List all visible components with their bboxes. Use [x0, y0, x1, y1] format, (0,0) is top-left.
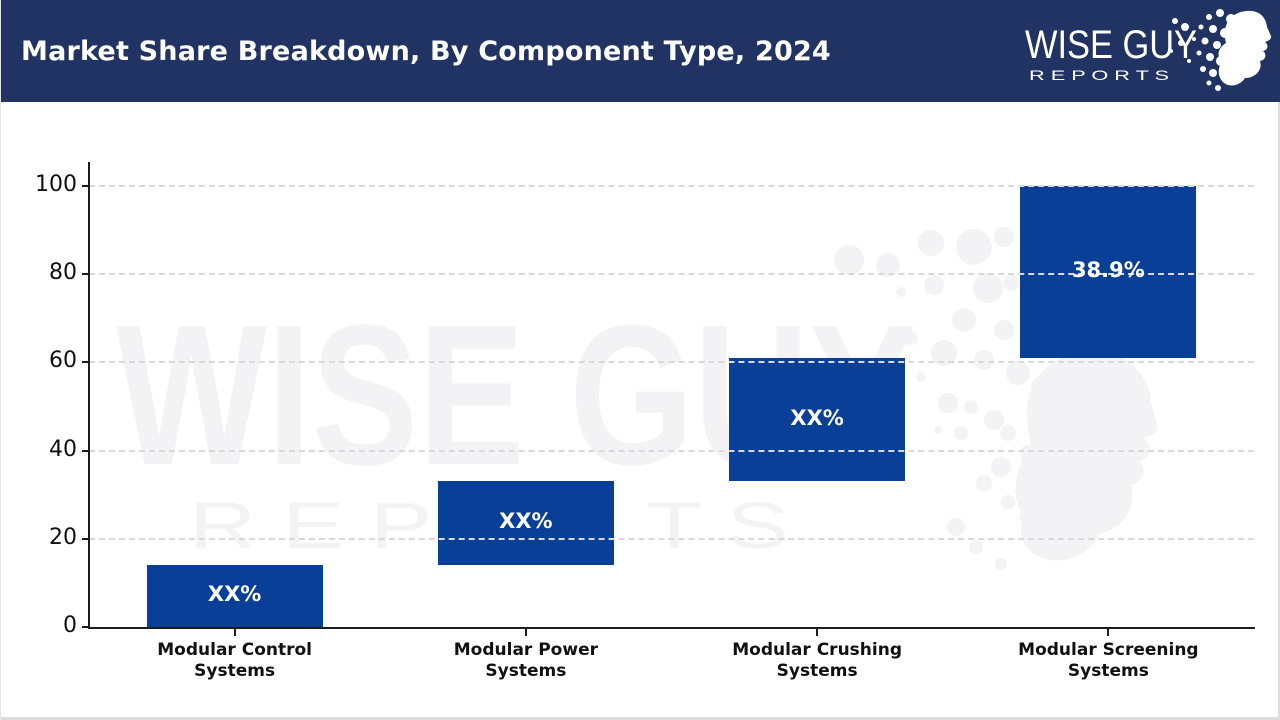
x-category-line: Systems [776, 661, 858, 681]
bar-value-label: XX% [499, 509, 553, 534]
x-category-label: Modular Control Systems [85, 640, 385, 682]
x-category-line: Systems [1067, 661, 1149, 681]
header: Market Share Breakdown, By Component Typ… [1, 0, 1280, 102]
bar-segment [437, 481, 614, 566]
y-gridline [89, 185, 1254, 187]
y-tick-label: 40 [49, 436, 77, 462]
x-tick-mark [816, 629, 819, 636]
x-category-label: Modular Screening Systems [958, 640, 1258, 682]
y-tick-mark [82, 626, 89, 628]
y-gridline [89, 537, 1254, 540]
bar-segment [146, 565, 323, 627]
watermark-face-icon [834, 227, 1158, 570]
bar-segment [729, 357, 906, 482]
logo-face-icon [1169, 9, 1272, 91]
y-tick-mark [82, 449, 89, 452]
x-category-line: Systems [194, 661, 276, 681]
x-category-line: Modular Crushing [732, 640, 902, 660]
x-tick-mark [233, 629, 236, 636]
y-axis-line [88, 162, 90, 629]
bar-value-label: XX% [207, 582, 262, 607]
y-tick-label: 80 [49, 260, 77, 286]
y-tick-mark [82, 185, 89, 187]
x-category-line: Modular Screening [1018, 640, 1199, 660]
y-tick-mark [82, 361, 89, 364]
y-tick-mark [82, 537, 89, 540]
x-axis-line [88, 627, 1255, 629]
y-gridline [89, 273, 1254, 276]
chart-area: WISE GUY R E P O R T S [1, 102, 1280, 716]
logo-subtext: R E P O R T S [1029, 67, 1169, 83]
y-tick-label: 20 [49, 524, 77, 550]
y-tick-label: 100 [35, 172, 77, 197]
logo-wordmark: WISE GUY [1025, 23, 1197, 67]
x-category-line: Modular Control [157, 640, 312, 660]
y-tick-label: 0 [63, 613, 77, 638]
x-tick-mark [1107, 629, 1110, 636]
bar-value-label: XX% [790, 405, 844, 430]
footer-strip [1, 717, 1278, 720]
page-title: Market Share Breakdown, By Component Typ… [21, 35, 831, 67]
x-category-label: Modular Power Systems [376, 640, 676, 682]
wise-guy-reports-logo: WISE GUY R E P O R T S [1025, 9, 1272, 91]
x-category-line: Modular Power [453, 640, 598, 660]
y-gridline [89, 361, 1254, 364]
bar-segment [1020, 186, 1197, 358]
x-tick-mark [524, 629, 527, 636]
bar-value-label: 38.9% [1071, 257, 1145, 282]
y-gridline [89, 449, 1254, 452]
y-tick-mark [82, 273, 89, 276]
y-tick-label: 60 [49, 348, 77, 374]
x-category-line: Systems [485, 661, 567, 681]
x-category-label: Modular Crushing Systems [667, 640, 967, 682]
